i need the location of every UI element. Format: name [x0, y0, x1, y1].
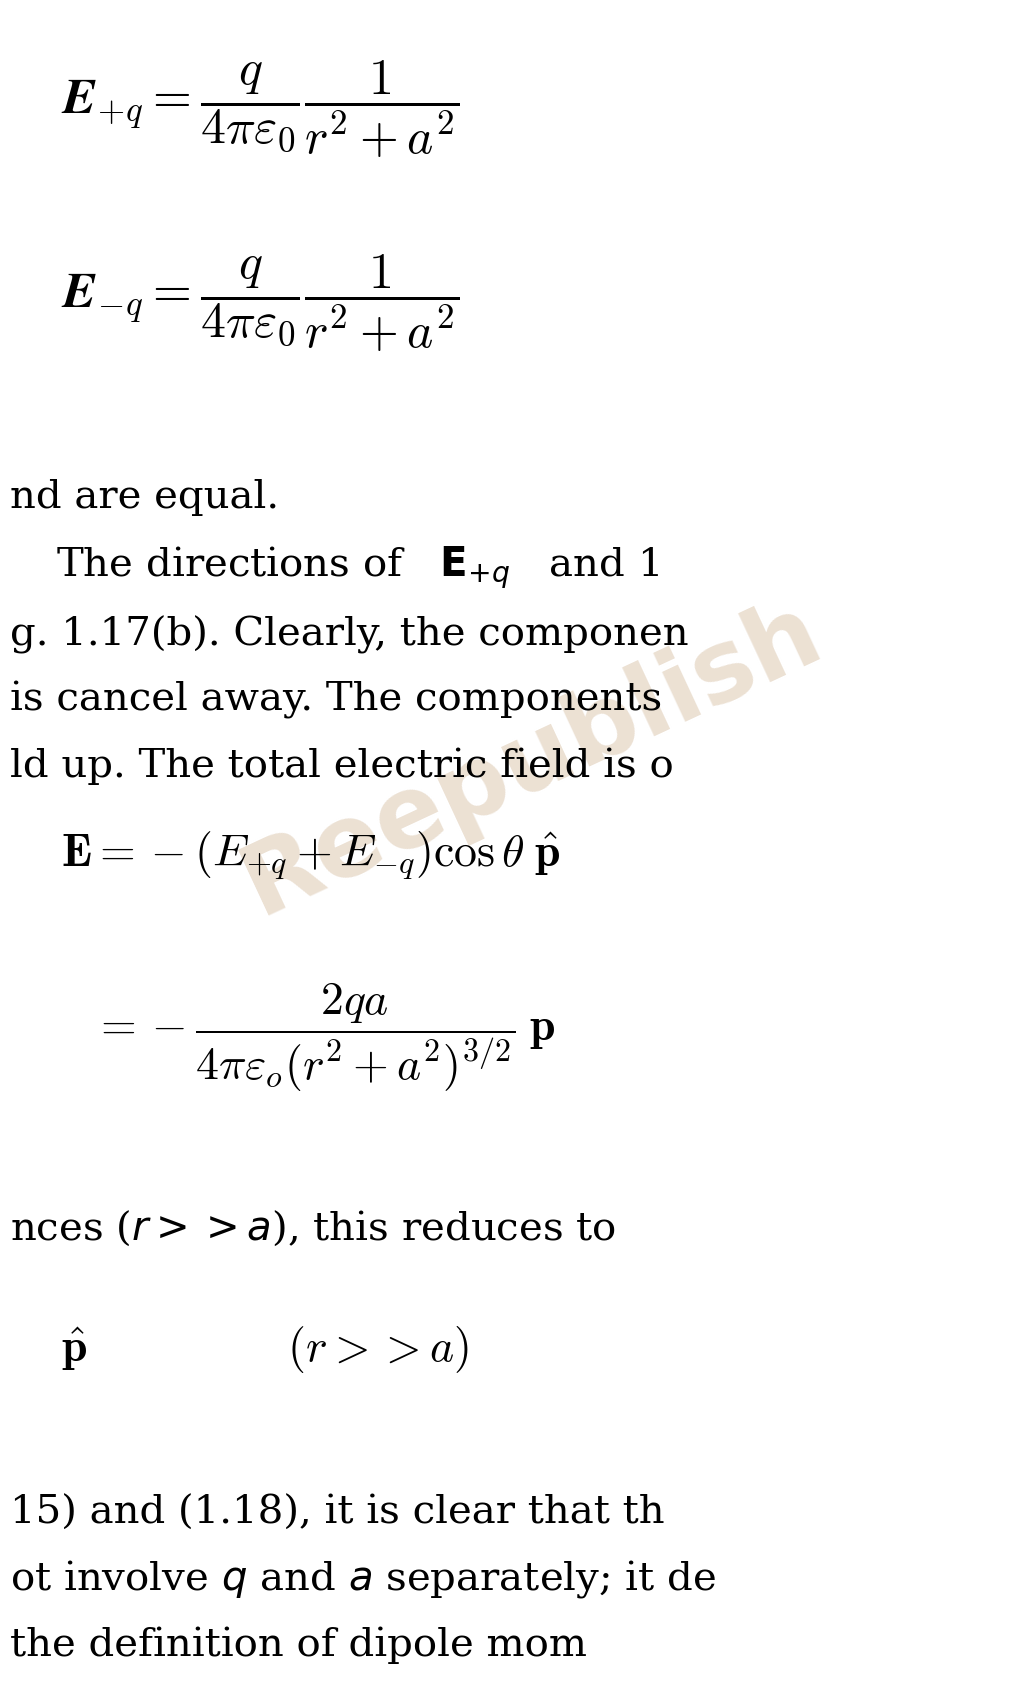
Text: the definition of dipole mom: the definition of dipole mom: [10, 1626, 587, 1663]
Text: Reepublish: Reepublish: [228, 584, 837, 935]
Text: $\mathbf{E} = -(E_{+q}+E_{-q})\cos\theta\;\hat{\mathbf{p}}$: $\mathbf{E} = -(E_{+q}+E_{-q})\cos\theta…: [61, 828, 561, 882]
Text: nces ($r >> a$), this reduces to: nces ($r >> a$), this reduces to: [10, 1208, 616, 1248]
Text: The directions of   $\mathbf{E}_{+q}$   and 1: The directions of $\mathbf{E}_{+q}$ and …: [56, 545, 659, 592]
Text: nd are equal.: nd are equal.: [10, 479, 280, 516]
Text: $\boldsymbol{E}_{-q} = \dfrac{q}{4\pi\varepsilon_0}\dfrac{1}{r^2+a^2}$: $\boldsymbol{E}_{-q} = \dfrac{q}{4\pi\va…: [61, 253, 460, 354]
Text: $\boldsymbol{E}_{+q} = \dfrac{q}{4\pi\varepsilon_0}\dfrac{1}{r^2+a^2}$: $\boldsymbol{E}_{+q} = \dfrac{q}{4\pi\va…: [61, 59, 460, 160]
Text: ld up. The total electric field is o: ld up. The total electric field is o: [10, 747, 674, 784]
Text: $\hat{\mathbf{p}}\qquad\qquad\quad (r >> a)$: $\hat{\mathbf{p}}\qquad\qquad\quad (r >>…: [61, 1324, 470, 1375]
Text: ot involve $q$ and $a$ separately; it de: ot involve $q$ and $a$ separately; it de: [10, 1559, 717, 1599]
Text: g. 1.17(b). Clearly, the componen: g. 1.17(b). Clearly, the componen: [10, 616, 689, 653]
Text: 15) and (1.18), it is clear that th: 15) and (1.18), it is clear that th: [10, 1495, 665, 1532]
Text: $= -\dfrac{2qa}{4\pi\varepsilon_o(r^2+a^2)^{3/2}}\;\mathbf{p}$: $= -\dfrac{2qa}{4\pi\varepsilon_o(r^2+a^…: [92, 980, 556, 1095]
Text: is cancel away. The components: is cancel away. The components: [10, 682, 663, 719]
